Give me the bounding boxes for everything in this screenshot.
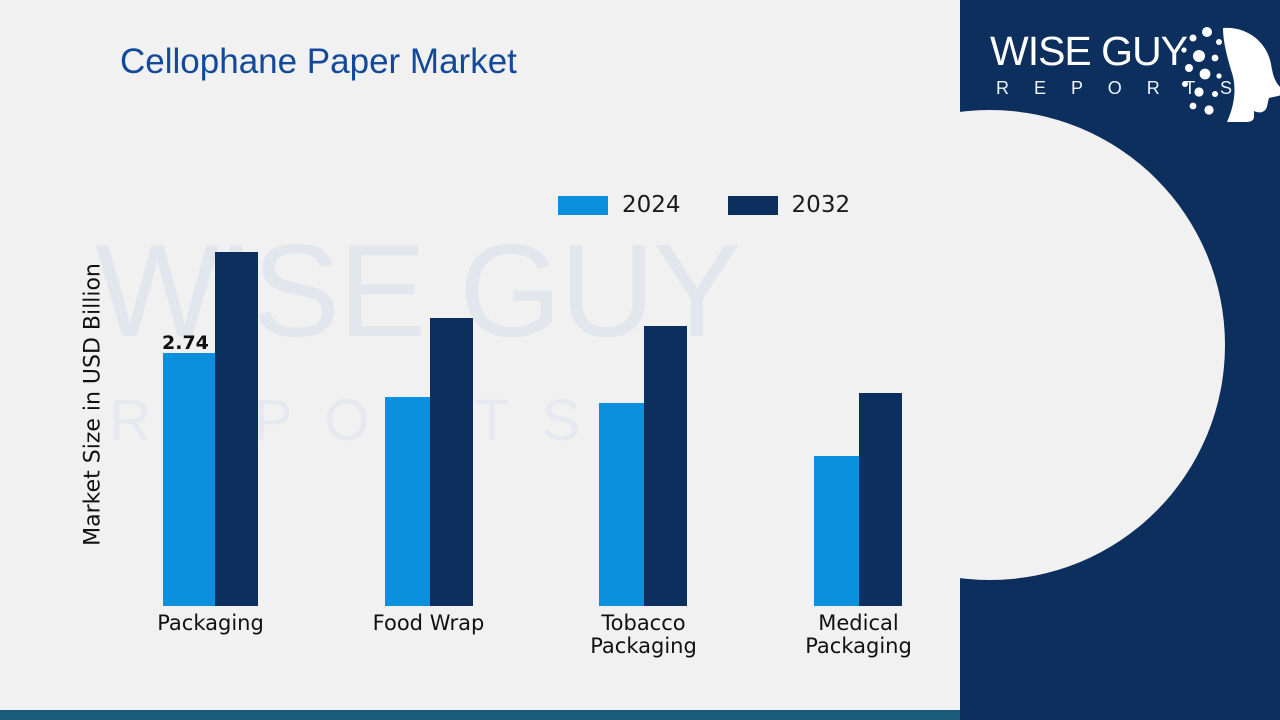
bar-2024-medical-packaging[interactable] — [814, 456, 859, 606]
x-axis-label-packaging: Packaging — [128, 612, 293, 635]
bar-2032-medical-packaging[interactable] — [859, 393, 902, 606]
x-axis-label-food-wrap: Food Wrap — [346, 612, 511, 635]
branding-panel: WISE GUY R E P O R T S — [960, 0, 1280, 720]
bar-value-label-packaging-2024: 2.74 — [162, 332, 209, 354]
x-axis-label-medical-packaging: Medical Packaging — [776, 612, 941, 658]
legend-label-2032: 2032 — [791, 192, 851, 218]
brand-logo[interactable]: WISE GUY R E P O R T S — [990, 27, 1280, 122]
y-axis-label: Market Size in USD Billion — [80, 263, 106, 546]
bar-2024-tobacco-packaging[interactable] — [599, 403, 644, 606]
bar-2024-packaging[interactable] — [163, 353, 215, 606]
legend-swatch-icon-2024 — [558, 195, 608, 215]
legend-item-2032[interactable]: 2032 — [727, 192, 851, 218]
dot-network-icon — [960, 130, 1195, 560]
brand-logo-reports-text: R E P O R T S — [996, 78, 1243, 98]
page-title: Cellophane Paper Market — [120, 42, 517, 81]
brand-logo-head-icon — [1181, 27, 1280, 122]
legend-item-2024[interactable]: 2024 — [558, 192, 681, 218]
x-axis-label-tobacco-packaging-line1: Tobacco — [601, 611, 686, 635]
x-axis-label-packaging-line1: Packaging — [157, 611, 264, 635]
bar-2032-packaging[interactable] — [215, 252, 258, 606]
legend-swatch-icon-2032 — [727, 195, 778, 215]
legend-label-2024: 2024 — [622, 192, 681, 218]
bar-2024-food-wrap[interactable] — [385, 397, 430, 606]
x-axis-label-medical-packaging-line1: Medical — [818, 611, 899, 635]
x-axis-label-tobacco-packaging-line2: Packaging — [590, 634, 697, 658]
bar-2032-tobacco-packaging[interactable] — [644, 326, 687, 606]
brand-logo-wiseguy-text: WISE GUY — [990, 28, 1188, 74]
chart-legend: 2024 2032 — [558, 192, 850, 218]
x-axis-label-medical-packaging-line2: Packaging — [805, 634, 912, 658]
x-axis-label-tobacco-packaging: Tobacco Packaging — [561, 612, 726, 658]
bar-2032-food-wrap[interactable] — [430, 318, 473, 606]
plot-area: Market Size in USD Billion 2.74 Packagin… — [80, 252, 941, 658]
bottom-accent-strip — [0, 710, 960, 720]
x-axis-label-food-wrap-line1: Food Wrap — [372, 611, 485, 635]
